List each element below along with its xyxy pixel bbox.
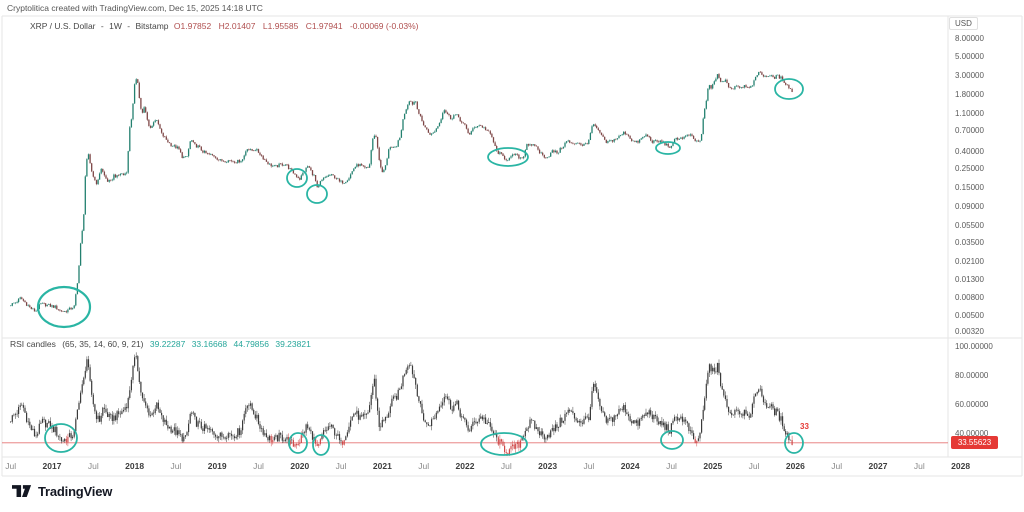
rsi-tick-label: 60.00000 (955, 400, 989, 409)
annotation-ellipse[interactable] (784, 432, 804, 454)
price-candles-bodies (21, 71, 793, 313)
price-candles-bodies (10, 72, 782, 313)
symbol-title[interactable]: XRP / U.S. Dollar - 1W - Bitstamp O1.978… (30, 21, 421, 31)
rsi-tick-label: 80.00000 (955, 371, 989, 380)
time-axis-label[interactable]: 2028 (951, 461, 971, 471)
annotation-ellipse[interactable] (487, 147, 529, 167)
time-axis-label[interactable]: Jul (87, 461, 99, 471)
annotation-ellipse[interactable] (660, 430, 684, 450)
price-tick-label: 1.10000 (955, 108, 984, 118)
time-axis-label[interactable]: 2018 (125, 461, 145, 471)
price-tick-label: 0.00800 (955, 292, 984, 302)
price-tick-label: 0.70000 (955, 125, 984, 135)
rsi-indicator-title[interactable]: RSI candles (65, 35, 14, 60, 9, 21) 39.2… (10, 339, 315, 349)
annotation-ellipse[interactable] (655, 141, 681, 155)
rsi-current-value-label: 33 (800, 422, 809, 431)
time-axis-label[interactable]: Jul (583, 461, 595, 471)
time-axis-label[interactable]: Jul (335, 461, 347, 471)
time-axis-label[interactable]: 2017 (42, 461, 62, 471)
symbol-pair: XRP / U.S. Dollar (30, 21, 96, 31)
time-axis-label[interactable]: Jul (831, 461, 843, 471)
time-axis-label[interactable]: Jul (418, 461, 430, 471)
exchange-label: Bitstamp (135, 21, 169, 31)
price-tick-label: 5.00000 (955, 51, 984, 61)
change-value: -0.00069 (-0.03%) (349, 21, 419, 31)
open-value: O1.97852 (173, 21, 212, 31)
time-axis-label[interactable]: 2026 (785, 461, 805, 471)
price-tick-label: 8.00000 (955, 34, 984, 44)
time-axis-label[interactable]: Jul (170, 461, 182, 471)
time-axis-label[interactable]: Jul (748, 461, 760, 471)
price-candles-wicks (21, 71, 793, 314)
time-axis-label[interactable]: 2022 (455, 461, 475, 471)
rsi-candles-wicks (66, 431, 793, 456)
currency-label: USD (949, 17, 978, 30)
time-axis-label[interactable]: 2019 (207, 461, 227, 471)
price-tick-label: 0.15000 (955, 183, 984, 193)
time-axis-label[interactable]: 2021 (372, 461, 392, 471)
price-tick-label: 0.09000 (955, 202, 984, 212)
tradingview-logo-text: TradingView (38, 484, 113, 499)
close-value: C1.97941 (305, 21, 343, 31)
time-axis-label[interactable]: Jul (913, 461, 925, 471)
time-axis-label[interactable]: Jul (666, 461, 677, 471)
rsi-level-price-badge: 33.55623 (951, 436, 998, 450)
annotation-ellipse[interactable] (312, 434, 330, 456)
rsi-candles-bodies (10, 356, 792, 442)
rsi-value-high: 33.16668 (191, 339, 228, 349)
rsi-title: RSI candles (10, 339, 56, 349)
annotation-ellipse[interactable] (36, 285, 92, 329)
time-axis-label[interactable]: 2027 (868, 461, 888, 471)
annotation-ellipse[interactable] (480, 432, 528, 456)
price-tick-label: 0.03500 (955, 237, 984, 247)
time-axis-label[interactable]: Jul (253, 461, 264, 471)
time-axis-label[interactable]: 2023 (538, 461, 558, 471)
low-value: L1.95585 (262, 21, 299, 31)
separator: - (127, 21, 131, 31)
time-axis-label[interactable]: 2020 (290, 461, 310, 471)
interval-label: 1W (109, 21, 122, 31)
high-value: H2.01407 (218, 21, 256, 31)
separator: - (100, 21, 104, 31)
price-tick-label: 0.40000 (955, 146, 984, 156)
annotation-ellipse[interactable] (306, 184, 328, 204)
price-tick-label: 0.02100 (955, 256, 984, 266)
time-axis-label[interactable]: Jul (5, 461, 17, 471)
annotation-ellipse[interactable] (286, 168, 308, 188)
attribution-text: Cryptolitica created with TradingView.co… (7, 3, 263, 13)
rsi-tick-label: 100.00000 (955, 342, 993, 351)
time-axis-label[interactable]: 2024 (620, 461, 640, 471)
price-tick-label: 3.00000 (955, 71, 984, 81)
rsi-tick-label: 40.00000 (955, 429, 989, 438)
price-tick-label: 0.00500 (955, 310, 984, 320)
price-tick-label: 0.00320 (955, 327, 984, 337)
rsi-value-open: 39.22287 (149, 339, 186, 349)
rsi-params: (65, 35, 14, 60, 9, 21) (62, 339, 144, 349)
price-tick-label: 1.80000 (955, 90, 984, 100)
tradingview-logo-icon (12, 485, 32, 497)
price-tick-label: 0.25000 (955, 164, 984, 174)
price-tick-label: 0.05500 (955, 220, 984, 230)
annotation-ellipse[interactable] (774, 78, 804, 100)
time-axis-label[interactable]: 2025 (703, 461, 723, 471)
tradingview-logo[interactable]: TradingView (12, 484, 112, 499)
annotation-ellipse[interactable] (288, 432, 308, 454)
annotation-ellipse[interactable] (44, 423, 78, 453)
price-tick-label: 0.01300 (955, 274, 984, 284)
rsi-value-low: 44.79856 (233, 339, 269, 349)
price-candles-wicks (10, 71, 782, 314)
rsi-value-close: 39.23821 (275, 339, 311, 349)
time-axis-label[interactable]: Jul (500, 461, 512, 471)
